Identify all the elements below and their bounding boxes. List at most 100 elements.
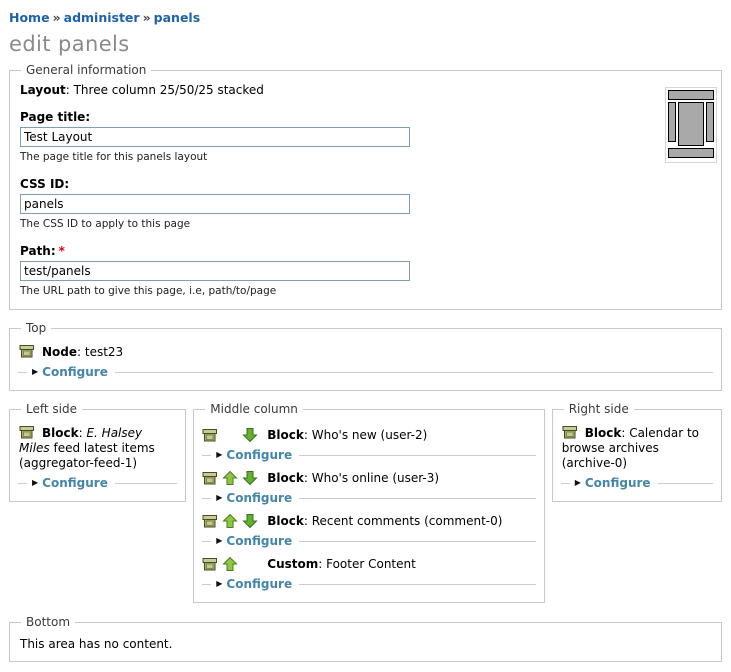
page-title-input[interactable] <box>20 127 410 147</box>
fieldset-border-line <box>299 540 536 542</box>
thumb-middle-column <box>678 102 704 146</box>
pane-aggregator-feed: Block: E. Halsey Miles feed latest items… <box>19 424 176 471</box>
page-title-field: The page title for this panels layout <box>20 127 711 163</box>
pane-footer-content: Custom: Footer Content <box>202 556 535 572</box>
path-description: The URL path to give this page, i.e, pat… <box>20 285 277 297</box>
trash-icon[interactable] <box>562 424 578 440</box>
pane-separator: : <box>77 345 85 359</box>
pane-title: Who's new (user-2) <box>311 428 428 442</box>
trash-icon[interactable] <box>19 424 35 440</box>
required-marker: * <box>58 244 65 258</box>
pane-title: Footer Content <box>326 557 416 571</box>
css-id-input[interactable] <box>20 194 410 214</box>
configure-link[interactable]: Configure <box>584 476 651 490</box>
pane-node-test23: Node: test23 <box>19 343 712 360</box>
pane-separator: : <box>303 471 312 485</box>
collapse-arrow-icon: ▶ <box>216 579 223 588</box>
arrow-down-icon[interactable] <box>242 513 258 529</box>
pane-type-label: Block <box>42 426 79 440</box>
left-side-fieldset: Left side Block: E. Halsey Miles feed la… <box>9 402 187 502</box>
pane-separator: : <box>303 514 312 528</box>
configure-link[interactable]: Configure <box>226 577 293 591</box>
pane-archive: Block: Calendar to browse archives (arch… <box>562 424 712 471</box>
breadcrumb-link-home[interactable]: Home <box>9 10 50 25</box>
collapse-arrow-icon: ▶ <box>32 367 39 376</box>
page-title-description: The page title for this panels layout <box>20 151 208 163</box>
fieldset-border-line <box>299 583 536 585</box>
arrow-down-icon[interactable] <box>242 427 258 443</box>
pane-separator: : <box>318 557 327 571</box>
configure-link[interactable]: Configure <box>42 365 108 379</box>
thumb-top-bar <box>668 90 714 100</box>
bottom-region-legend: Bottom <box>26 615 71 629</box>
pane-type-label: Block <box>267 428 304 442</box>
arrow-down-icon[interactable] <box>242 470 258 486</box>
middle-column-fieldset: Middle column Block: Who's new (user-2) … <box>193 402 545 603</box>
trash-icon[interactable] <box>202 427 218 443</box>
configure-collapsed-fieldset: ▶ Configure <box>560 476 714 490</box>
page-title-field-label: Page title: <box>20 110 91 124</box>
pane-type-label: Custom <box>267 557 319 571</box>
configure-link[interactable]: Configure <box>226 491 293 505</box>
arrow-up-icon[interactable] <box>222 513 238 529</box>
pane-recent-comments: Block: Recent comments (comment-0) <box>202 513 535 529</box>
configure-collapsed-fieldset: ▶ Configure <box>202 448 536 462</box>
bottom-region-empty-text: This area has no content. <box>20 637 173 651</box>
fieldset-border-dash <box>202 540 212 542</box>
general-information-fieldset: General information Layout: Three column… <box>9 63 722 310</box>
fieldset-border-line <box>657 482 714 484</box>
configure-link[interactable]: Configure <box>226 534 293 548</box>
fieldset-border-dash <box>18 371 27 373</box>
pane-type-label: Node <box>42 345 78 359</box>
fieldset-border-line <box>299 454 536 456</box>
fieldset-border-dash <box>202 497 212 499</box>
arrow-up-icon[interactable] <box>222 556 238 572</box>
trash-icon[interactable] <box>202 513 218 529</box>
pane-separator: : <box>78 426 87 440</box>
css-id-field-label: CSS ID: <box>20 177 70 191</box>
general-information-legend: General information <box>26 63 147 77</box>
trash-icon[interactable] <box>202 470 218 486</box>
middle-column-legend: Middle column <box>210 402 298 416</box>
configure-collapsed-fieldset: ▶ Configure <box>202 534 536 548</box>
right-side-fieldset: Right side Block: Calendar to browse arc… <box>551 402 723 502</box>
fieldset-border-dash <box>560 482 570 484</box>
fieldset-border-line <box>299 497 536 499</box>
configure-collapsed-fieldset: ▶ Configure <box>202 577 536 591</box>
breadcrumb-link-panels[interactable]: panels <box>153 10 201 25</box>
arrow-up-icon[interactable] <box>222 470 238 486</box>
pane-title: Recent comments (comment-0) <box>311 514 503 528</box>
trash-icon[interactable] <box>19 343 35 359</box>
right-side-legend: Right side <box>568 402 629 416</box>
layout-value: : Three column 25/50/25 stacked <box>65 83 264 97</box>
breadcrumb-separator: » <box>52 10 61 25</box>
collapse-arrow-icon: ▶ <box>216 536 223 545</box>
configure-collapsed-fieldset: ▶ Configure <box>202 491 536 505</box>
thumb-right-column <box>706 102 714 142</box>
collapse-arrow-icon: ▶ <box>216 493 223 502</box>
configure-link[interactable]: Configure <box>226 448 293 462</box>
fieldset-border-dash <box>202 454 212 456</box>
css-id-description: The CSS ID to apply to this page <box>20 218 191 230</box>
bottom-region-fieldset: Bottom This area has no content. <box>9 615 722 662</box>
pane-type-label: Block <box>584 426 622 440</box>
left-side-legend: Left side <box>26 402 77 416</box>
thumb-columns <box>668 102 714 146</box>
layout-thumbnail-icon <box>665 87 717 163</box>
path-field-label: Path: * <box>20 244 65 258</box>
pane-type-label: Block <box>267 471 304 485</box>
breadcrumb-separator: » <box>142 10 151 25</box>
path-input[interactable] <box>20 261 410 281</box>
fieldset-border-line <box>114 482 178 484</box>
pane-whos-online: Block: Who's online (user-3) <box>202 470 535 486</box>
breadcrumb-link-administer[interactable]: administer <box>63 10 140 25</box>
thumb-left-column <box>668 102 676 142</box>
css-id-field: The CSS ID to apply to this page <box>20 194 711 230</box>
pane-separator: : <box>303 428 312 442</box>
collapse-arrow-icon: ▶ <box>574 478 581 487</box>
configure-link[interactable]: Configure <box>42 476 108 490</box>
pane-title-em: E. Halsey Miles <box>19 426 143 455</box>
layout-label: Layout <box>20 83 66 97</box>
trash-icon[interactable] <box>202 556 218 572</box>
